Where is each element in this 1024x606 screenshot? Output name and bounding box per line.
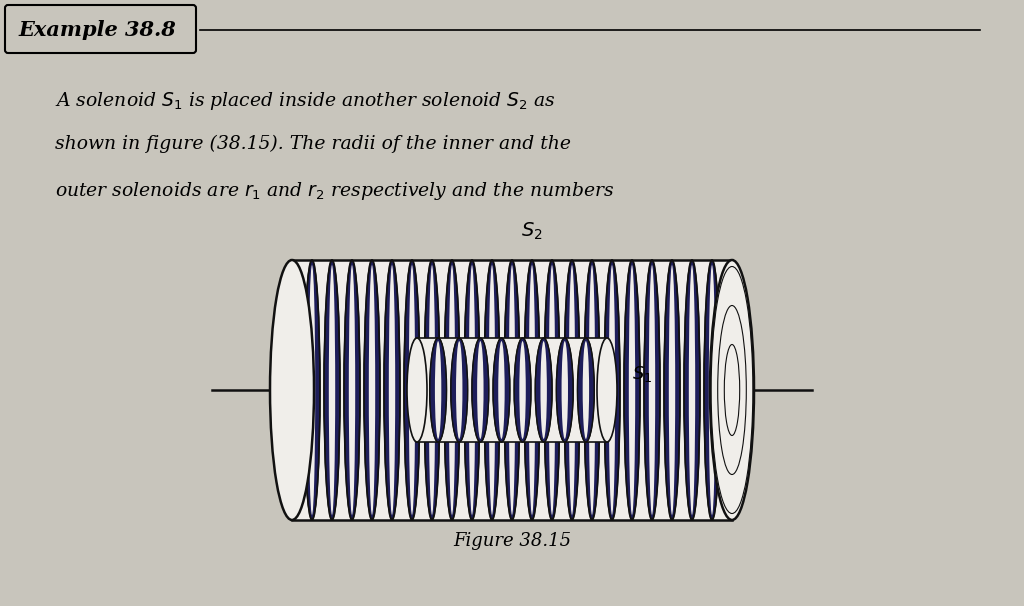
Ellipse shape — [644, 260, 660, 520]
Ellipse shape — [349, 265, 355, 515]
Ellipse shape — [389, 265, 395, 515]
Ellipse shape — [724, 260, 740, 520]
Ellipse shape — [624, 260, 640, 520]
Ellipse shape — [705, 260, 720, 520]
Ellipse shape — [568, 265, 575, 515]
Ellipse shape — [519, 341, 525, 439]
Ellipse shape — [599, 338, 615, 442]
Ellipse shape — [324, 260, 340, 520]
Ellipse shape — [270, 260, 314, 520]
Ellipse shape — [284, 260, 300, 520]
Ellipse shape — [584, 260, 600, 520]
Ellipse shape — [564, 260, 580, 520]
Ellipse shape — [493, 338, 510, 442]
Ellipse shape — [514, 338, 531, 442]
Ellipse shape — [444, 260, 460, 520]
Ellipse shape — [604, 341, 610, 439]
Ellipse shape — [309, 265, 315, 515]
Ellipse shape — [451, 338, 468, 442]
Ellipse shape — [509, 265, 515, 515]
Ellipse shape — [528, 265, 536, 515]
Ellipse shape — [304, 260, 319, 520]
Bar — [292, 260, 732, 520]
Ellipse shape — [344, 260, 360, 520]
Ellipse shape — [664, 260, 680, 520]
Bar — [417, 338, 607, 442]
Ellipse shape — [541, 341, 547, 439]
Ellipse shape — [369, 265, 375, 515]
Text: Figure 38.15: Figure 38.15 — [453, 532, 571, 550]
Ellipse shape — [430, 338, 446, 442]
Ellipse shape — [597, 338, 617, 442]
Ellipse shape — [464, 260, 480, 520]
Ellipse shape — [449, 265, 456, 515]
Ellipse shape — [669, 265, 675, 515]
Ellipse shape — [709, 265, 715, 515]
Ellipse shape — [456, 341, 463, 439]
Ellipse shape — [583, 341, 589, 439]
Ellipse shape — [689, 265, 695, 515]
Ellipse shape — [289, 265, 295, 515]
Ellipse shape — [472, 338, 488, 442]
Ellipse shape — [329, 265, 335, 515]
Ellipse shape — [589, 265, 595, 515]
Ellipse shape — [604, 260, 620, 520]
Ellipse shape — [364, 260, 380, 520]
Ellipse shape — [729, 265, 735, 515]
Ellipse shape — [609, 265, 615, 515]
Ellipse shape — [429, 265, 435, 515]
Ellipse shape — [469, 265, 475, 515]
Ellipse shape — [549, 265, 555, 515]
FancyBboxPatch shape — [5, 5, 196, 53]
Text: outer solenoids are $r_1$ and $r_2$ respectively and the numbers: outer solenoids are $r_1$ and $r_2$ resp… — [55, 180, 614, 202]
Ellipse shape — [404, 260, 420, 520]
Ellipse shape — [435, 341, 441, 439]
Text: $S_2$: $S_2$ — [521, 221, 543, 242]
Ellipse shape — [484, 260, 500, 520]
Ellipse shape — [629, 265, 635, 515]
Ellipse shape — [710, 260, 754, 520]
Ellipse shape — [477, 341, 483, 439]
Ellipse shape — [499, 341, 505, 439]
Text: $S_1$: $S_1$ — [632, 364, 652, 384]
Text: A solenoid $S_1$ is placed inside another solenoid $S_2$ as: A solenoid $S_1$ is placed inside anothe… — [55, 90, 555, 112]
Ellipse shape — [409, 338, 425, 442]
Ellipse shape — [556, 338, 573, 442]
Ellipse shape — [684, 260, 700, 520]
Ellipse shape — [424, 260, 440, 520]
Text: shown in figure (38.15). The radii of the inner and the: shown in figure (38.15). The radii of th… — [55, 135, 571, 153]
Ellipse shape — [488, 265, 496, 515]
Ellipse shape — [407, 338, 427, 442]
Ellipse shape — [544, 260, 560, 520]
Ellipse shape — [536, 338, 552, 442]
Ellipse shape — [578, 338, 594, 442]
Text: Example 38.8: Example 38.8 — [18, 20, 176, 40]
Ellipse shape — [649, 265, 655, 515]
Ellipse shape — [561, 341, 568, 439]
Ellipse shape — [504, 260, 520, 520]
Ellipse shape — [409, 265, 415, 515]
Ellipse shape — [384, 260, 400, 520]
Ellipse shape — [414, 341, 420, 439]
Ellipse shape — [524, 260, 540, 520]
